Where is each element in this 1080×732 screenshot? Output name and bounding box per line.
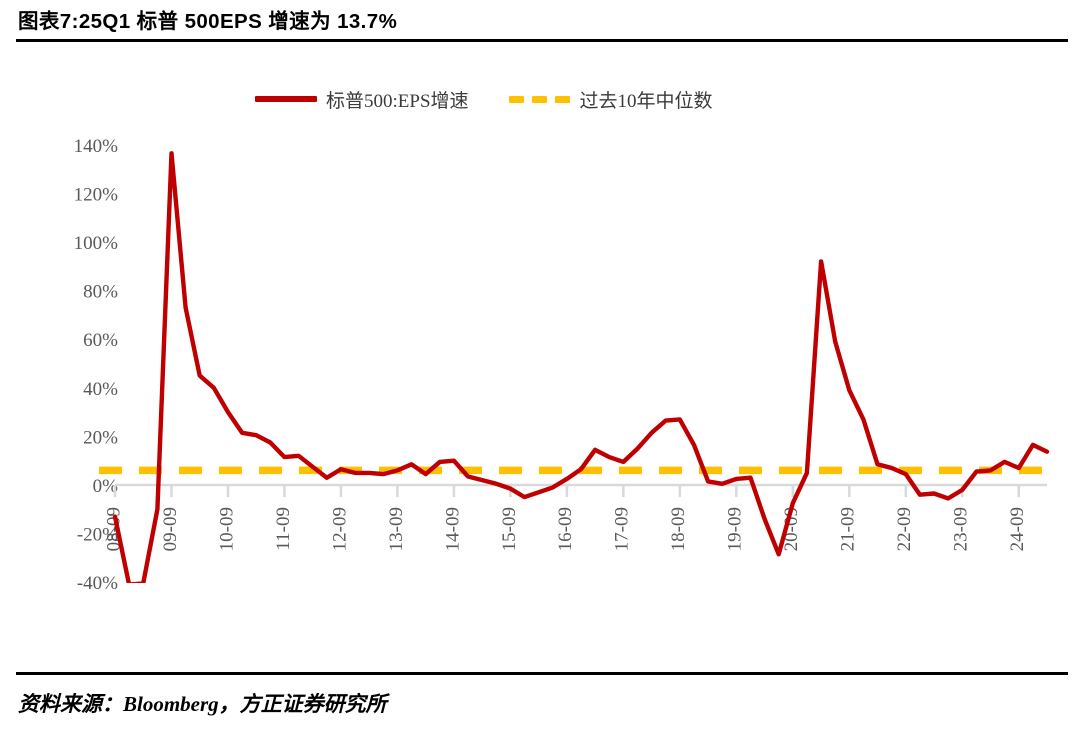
x-axis-tick-label: 10-09 bbox=[216, 507, 237, 551]
y-axis-tick-label: 60% bbox=[83, 330, 118, 351]
page-title: 图表7:25Q1 标普 500EPS 增速为 13.7% bbox=[18, 10, 398, 33]
x-axis-tick-label: 24-09 bbox=[1007, 507, 1028, 551]
x-axis-tick-label: 23-09 bbox=[951, 507, 972, 551]
x-axis-tick-labels: 08-09 09-09 10-09 11-09 12-09 13-09 14-09 15-09… bbox=[103, 507, 1028, 551]
y-axis-tick-label: 0% bbox=[93, 476, 119, 497]
y-axis-tick-label: 120% bbox=[74, 184, 119, 205]
x-axis-tick-label: 14-09 bbox=[442, 507, 463, 551]
footer-divider bbox=[16, 672, 1068, 675]
chart-legend: 标普500:EPS增速 过去10年中位数 bbox=[255, 82, 895, 116]
x-axis-tick-label: 09-09 bbox=[160, 507, 181, 551]
x-axis-tick-label: 12-09 bbox=[329, 507, 350, 551]
y-axis-tick-label: 40% bbox=[83, 379, 118, 400]
x-axis-tick-label: 15-09 bbox=[499, 507, 520, 551]
y-axis-tick-labels: 140% 120% 100% 80% 60% 40% 20% 0% -20% -40% bbox=[74, 136, 119, 594]
axis-baseline bbox=[113, 483, 1047, 497]
y-axis-tick-label: -20% bbox=[77, 525, 118, 546]
x-axis-tick-label: 16-09 bbox=[555, 507, 576, 551]
chart-canvas: 140%120%100%80%60%40%20%0%-20%-40% 08-09… bbox=[74, 136, 1055, 594]
dashed-line-icon bbox=[508, 95, 571, 103]
y-axis-tick-label: 100% bbox=[74, 233, 119, 254]
y-axis-tick-label: 80% bbox=[83, 282, 118, 303]
y-axis-tick-label: -40% bbox=[77, 573, 118, 594]
x-axis-tick-label: 11-09 bbox=[273, 507, 294, 551]
solid-line-icon bbox=[255, 96, 317, 102]
x-axis-tick-label: 13-09 bbox=[386, 507, 407, 551]
eps-growth-line bbox=[112, 151, 1050, 583]
plot-area: 140% 120% 100% 80% 60% 40% 20% 0% -20% -40% 08-09… bbox=[0, 120, 1080, 670]
legend-label-median: 过去10年中位数 bbox=[579, 90, 713, 112]
series-line bbox=[112, 151, 1050, 583]
legend-label-series: 标普500:EPS增速 bbox=[326, 90, 469, 112]
footer-block: 资料来源：Bloomberg，方正证券研究所 bbox=[0, 672, 1080, 732]
legend-item-median: 过去10年中位数 bbox=[508, 86, 713, 113]
x-axis-tick-label: 22-09 bbox=[894, 507, 915, 551]
x-axis-tick-label: 18-09 bbox=[668, 507, 689, 551]
x-axis-tick-label: 17-09 bbox=[612, 507, 633, 551]
title-block: 图表7:25Q1 标普 500EPS 增速为 13.7% bbox=[0, 0, 1080, 46]
x-axis-tick-label: 21-09 bbox=[838, 507, 859, 551]
legend-item-series: 标普500:EPS增速 bbox=[255, 86, 469, 113]
x-axis-tick-label: 19-09 bbox=[725, 507, 746, 551]
title-divider bbox=[16, 39, 1068, 42]
y-axis-tick-label: 20% bbox=[83, 427, 118, 448]
source-text: 资料来源：Bloomberg，方正证券研究所 bbox=[18, 692, 387, 716]
y-axis-tick-label: 140% bbox=[74, 136, 119, 157]
